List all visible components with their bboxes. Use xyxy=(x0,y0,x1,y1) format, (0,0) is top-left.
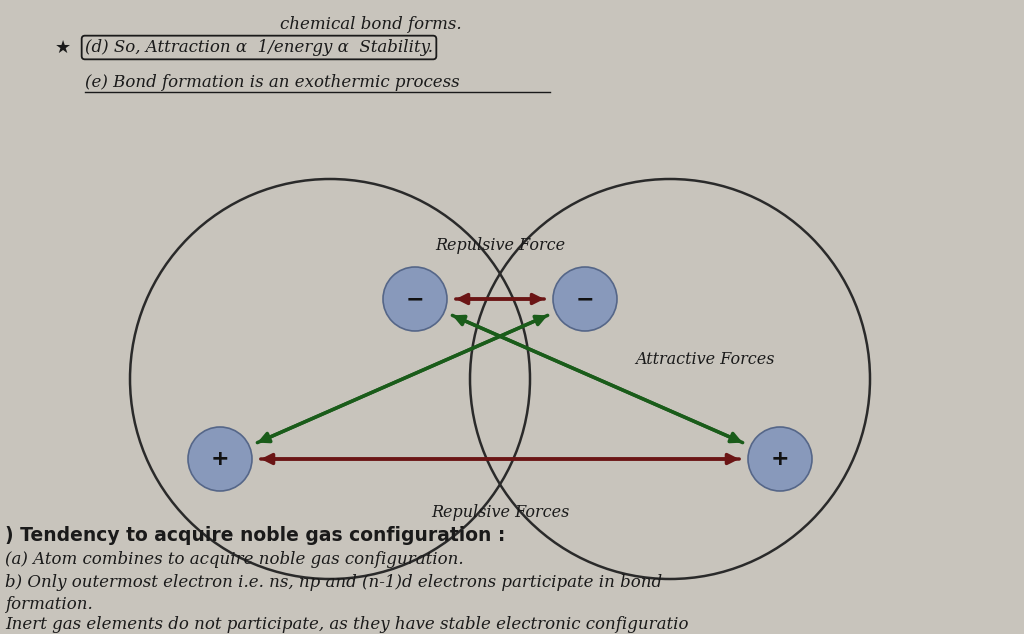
Text: Repulsive Force: Repulsive Force xyxy=(435,237,565,254)
Text: (e) Bond formation is an exothermic process: (e) Bond formation is an exothermic proc… xyxy=(85,74,460,91)
Text: ★: ★ xyxy=(55,39,71,57)
Text: ) Tendency to acquire noble gas configuration :: ) Tendency to acquire noble gas configur… xyxy=(5,526,506,545)
Circle shape xyxy=(383,267,447,331)
Text: Inert gas elements do not participate, as they have stable electronic configurat: Inert gas elements do not participate, a… xyxy=(5,616,688,633)
Text: +: + xyxy=(771,449,790,469)
Circle shape xyxy=(748,427,812,491)
Circle shape xyxy=(553,267,617,331)
Text: +: + xyxy=(211,449,229,469)
Text: chemical bond forms.: chemical bond forms. xyxy=(280,16,462,33)
Circle shape xyxy=(188,427,252,491)
Text: Repulsive Forces: Repulsive Forces xyxy=(431,504,569,521)
Text: b) Only outermost electron i.e. ns, np and (n-1)d electrons participate in bond: b) Only outermost electron i.e. ns, np a… xyxy=(5,574,663,591)
Text: Attractive Forces: Attractive Forces xyxy=(635,351,774,368)
Text: (d) So, Attraction α  1/energy α  Stability.: (d) So, Attraction α 1/energy α Stabilit… xyxy=(85,39,433,56)
Text: −: − xyxy=(575,289,594,309)
Text: −: − xyxy=(406,289,424,309)
Text: formation.: formation. xyxy=(5,596,93,613)
Text: (a) Atom combines to acquire noble gas configuration.: (a) Atom combines to acquire noble gas c… xyxy=(5,551,464,568)
